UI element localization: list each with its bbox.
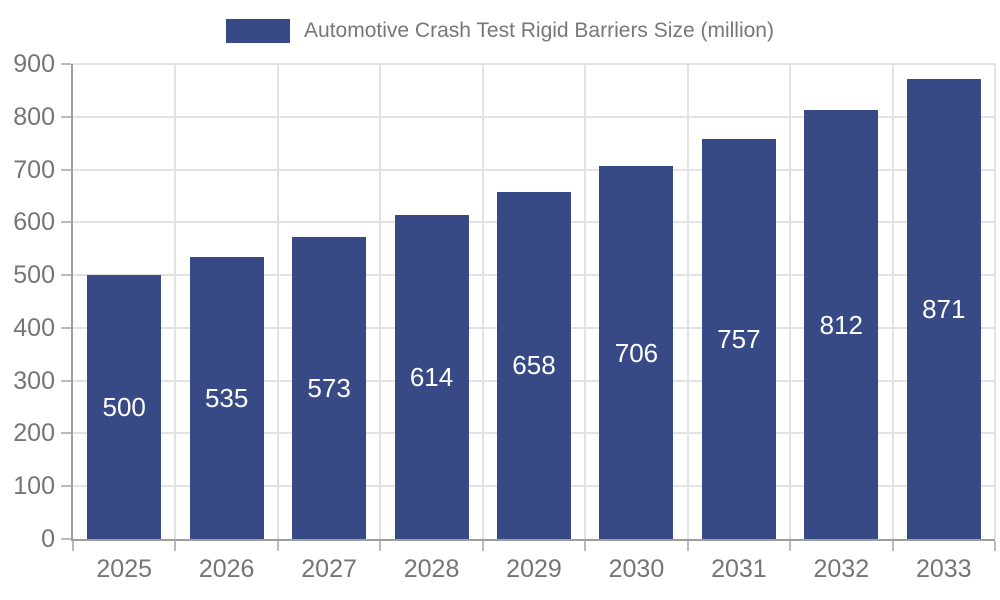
- y-tick-label: 200: [13, 419, 55, 448]
- y-tick-mark: [61, 168, 71, 171]
- gridline-vertical: [481, 64, 484, 539]
- gridline-horizontal: [73, 63, 995, 65]
- y-tick-label: 300: [13, 366, 55, 395]
- bar-value-label: 757: [717, 324, 761, 355]
- bar-value-label: 706: [614, 337, 659, 368]
- x-tick-mark: [174, 541, 177, 551]
- bar-2033: [906, 79, 981, 539]
- y-tick-label: 900: [13, 50, 55, 78]
- gridline-horizontal: [73, 168, 995, 171]
- legend: Automotive Crash Test Rigid Barriers Siz…: [0, 16, 1000, 46]
- x-tick-label: 2027: [301, 555, 357, 583]
- x-tick-mark: [72, 541, 74, 551]
- gridline-vertical: [891, 64, 894, 539]
- bar-value-label: 614: [409, 361, 454, 392]
- bar-2025: [87, 275, 162, 539]
- gridline-vertical: [379, 64, 382, 539]
- x-tick-label: 2031: [711, 555, 767, 583]
- x-tick-mark: [584, 541, 587, 551]
- x-tick-label: 2029: [506, 555, 562, 583]
- x-tick-mark: [686, 541, 689, 551]
- x-tick-mark: [789, 541, 792, 551]
- y-tick-label: 700: [13, 155, 55, 184]
- y-tick-mark: [61, 326, 71, 329]
- bar-2032: [804, 110, 879, 539]
- x-tick-mark: [276, 541, 279, 551]
- gridline-vertical: [789, 64, 792, 539]
- gridline-horizontal: [73, 115, 995, 118]
- bar-value-label: 573: [307, 372, 351, 403]
- x-tick-mark: [891, 541, 894, 551]
- x-tick-label: 2026: [198, 555, 255, 583]
- y-tick-mark: [61, 274, 71, 277]
- bar-2031: [701, 139, 776, 539]
- bar-value-label: 871: [922, 294, 966, 325]
- bar-value-label: 658: [512, 350, 556, 381]
- bar-2026: [189, 256, 264, 539]
- y-tick-mark: [61, 63, 71, 65]
- gridline-vertical: [584, 64, 587, 539]
- gridline-vertical: [174, 64, 177, 539]
- bar-2029: [497, 191, 571, 539]
- y-axis-line: [71, 64, 73, 539]
- y-tick-mark: [61, 379, 71, 382]
- x-tick-mark: [379, 541, 382, 551]
- y-tick-label: 400: [13, 313, 55, 342]
- y-tick-label: 500: [13, 261, 55, 290]
- y-tick-label: 600: [13, 208, 55, 237]
- gridline-vertical: [994, 64, 996, 539]
- y-tick-label: 100: [13, 472, 55, 501]
- x-axis-line: [71, 539, 995, 541]
- bar-2027: [292, 236, 367, 539]
- x-tick-label: 2030: [608, 555, 665, 583]
- bar-value-label: 535: [204, 382, 249, 413]
- gridline-vertical: [276, 64, 279, 539]
- bar-2030: [599, 166, 674, 539]
- y-tick-mark: [61, 485, 71, 488]
- legend-swatch: [226, 19, 291, 43]
- x-tick-label: 2028: [403, 555, 460, 583]
- y-tick-mark: [61, 221, 71, 224]
- y-tick-mark: [61, 538, 71, 540]
- bar-value-label: 500: [102, 392, 146, 423]
- x-tick-label: 2033: [915, 555, 972, 583]
- bar-value-label: 812: [819, 309, 864, 340]
- gridline-vertical: [686, 64, 689, 539]
- y-tick-mark: [61, 432, 71, 435]
- x-tick-mark: [994, 541, 996, 551]
- legend-label: Automotive Crash Test Rigid Barriers Siz…: [304, 19, 774, 42]
- x-tick-label: 2032: [813, 555, 870, 583]
- y-tick-mark: [61, 115, 71, 118]
- y-tick-label: 0: [41, 525, 55, 553]
- y-tick-label: 800: [13, 102, 55, 131]
- x-tick-mark: [481, 541, 484, 551]
- x-tick-label: 2025: [96, 555, 153, 583]
- bar-2028: [394, 214, 469, 539]
